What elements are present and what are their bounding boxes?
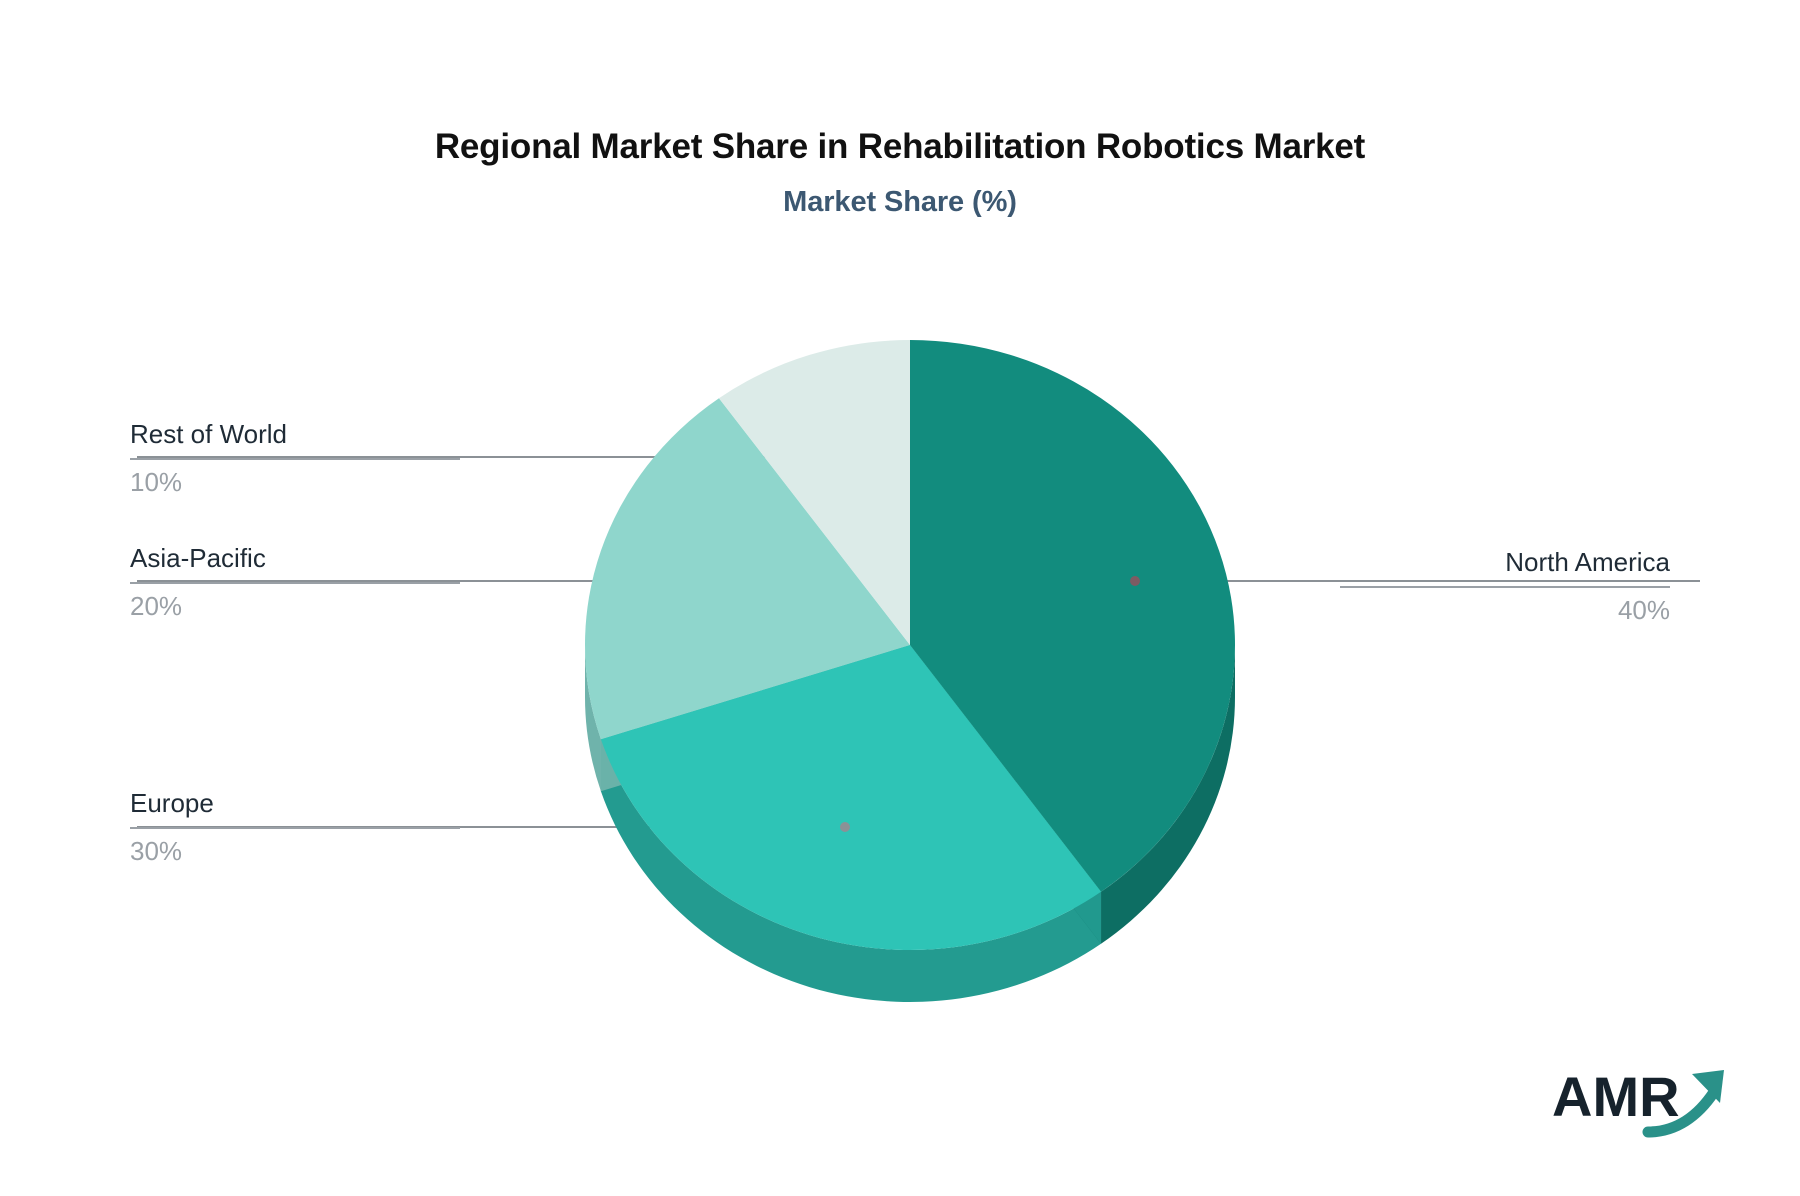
amr-logo: AMR	[1552, 1065, 1724, 1138]
callout-value-north-america: 40%	[1617, 594, 1670, 625]
pie-slice-north-america	[910, 340, 1235, 892]
callout-north-america: North America 40%	[1340, 546, 1670, 626]
callout-rest-of-world: Rest of World 10%	[130, 418, 460, 498]
callout-europe: Europe 30%	[130, 787, 460, 867]
leader-dot-north-america	[1130, 576, 1140, 586]
callout-value-rest-of-world: 10%	[130, 466, 183, 497]
callout-value-asia-pacific: 20%	[130, 590, 183, 621]
callout-label-europe: Europe	[130, 788, 214, 818]
callout-asia-pacific: Asia-Pacific 20%	[130, 542, 460, 622]
pie-side-north-america	[1101, 645, 1235, 944]
pie-slice-europe	[600, 645, 1102, 951]
pie-side-europe	[600, 739, 1102, 1003]
callout-rule-europe	[130, 826, 460, 829]
pie-side-asia-pacific	[585, 645, 601, 792]
pie-slice-rest-of-world	[718, 340, 910, 645]
callout-rule-asia-pacific	[130, 581, 460, 584]
callout-rule-north-america	[1340, 585, 1670, 588]
pie-body	[585, 340, 1235, 1003]
leader-dots-top	[840, 576, 1140, 832]
trend-arrow-up-icon	[1642, 1070, 1724, 1138]
leader-dot-europe	[840, 822, 850, 832]
callout-rule-rest-of-world	[130, 457, 460, 460]
callout-label-asia-pacific: Asia-Pacific	[130, 543, 266, 573]
amr-logo-text: AMR	[1552, 1065, 1680, 1128]
pie-slice-asia-pacific	[585, 398, 910, 740]
callout-label-rest-of-world: Rest of World	[130, 419, 288, 449]
callout-label-north-america: North America	[1505, 547, 1670, 577]
callout-value-europe: 30%	[130, 835, 183, 866]
